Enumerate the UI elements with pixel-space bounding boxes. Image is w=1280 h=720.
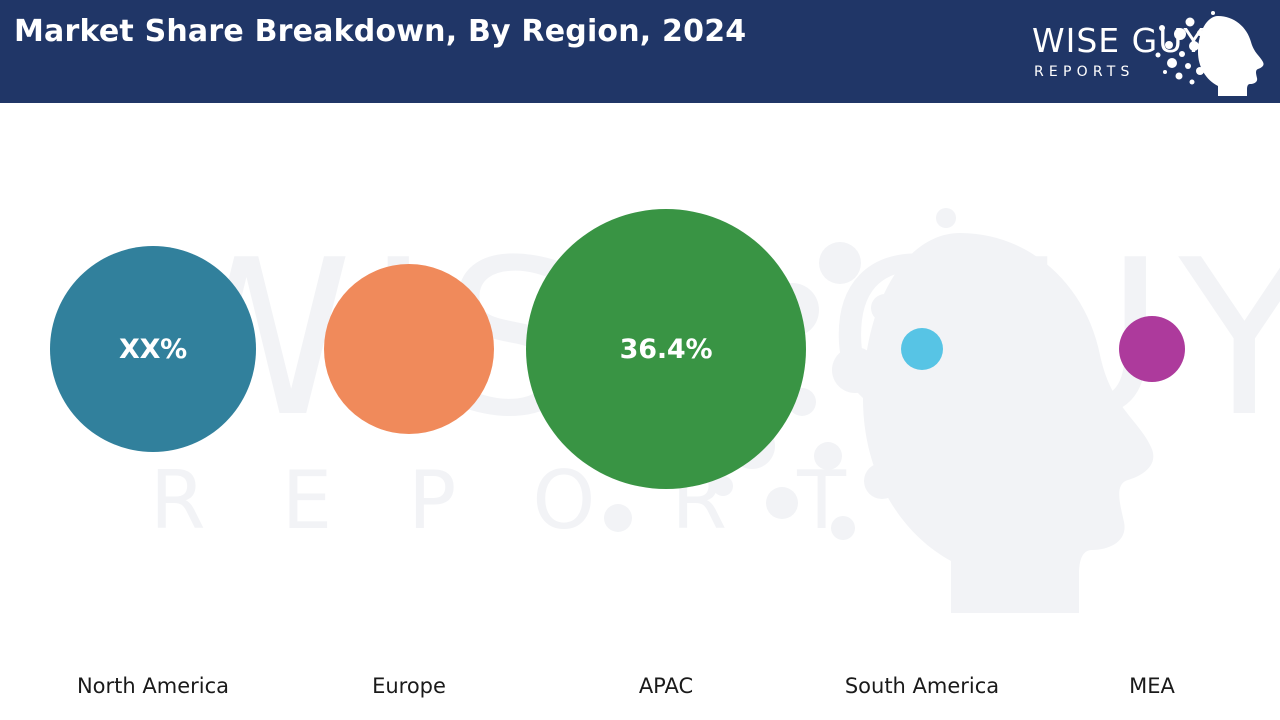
brand-logo: WISE GUY REPORTS — [1022, 8, 1272, 96]
bubble-north-america[interactable]: XX% — [50, 246, 256, 452]
bubble-mea[interactable] — [1119, 316, 1185, 382]
bubble-value-north-america: XX% — [118, 333, 188, 365]
svg-text:REPORTS: REPORTS — [1034, 64, 1135, 80]
page-title: Market Share Breakdown, By Region, 2024 — [14, 14, 747, 49]
category-label-south-america: South America — [844, 674, 1000, 698]
bubble-apac[interactable]: 36.4% — [526, 209, 806, 489]
category-label-north-america: North America — [76, 674, 230, 698]
header-bar: Market Share Breakdown, By Region, 2024 … — [0, 0, 1280, 103]
bubble-value-apac: 36.4% — [619, 333, 713, 365]
bubble-europe[interactable] — [324, 264, 494, 434]
category-label-apac: APAC — [638, 674, 694, 698]
bubble-chart-plot-area: XX% 36.4% North America Europe APAC Sout… — [0, 103, 1280, 720]
category-label-europe: Europe — [372, 674, 446, 698]
dotted-head-profile-icon — [1155, 11, 1264, 96]
bubble-south-america[interactable] — [901, 328, 943, 370]
svg-text:WISE GUY: WISE GUY — [1032, 21, 1205, 60]
category-label-mea: MEA — [1129, 674, 1175, 698]
